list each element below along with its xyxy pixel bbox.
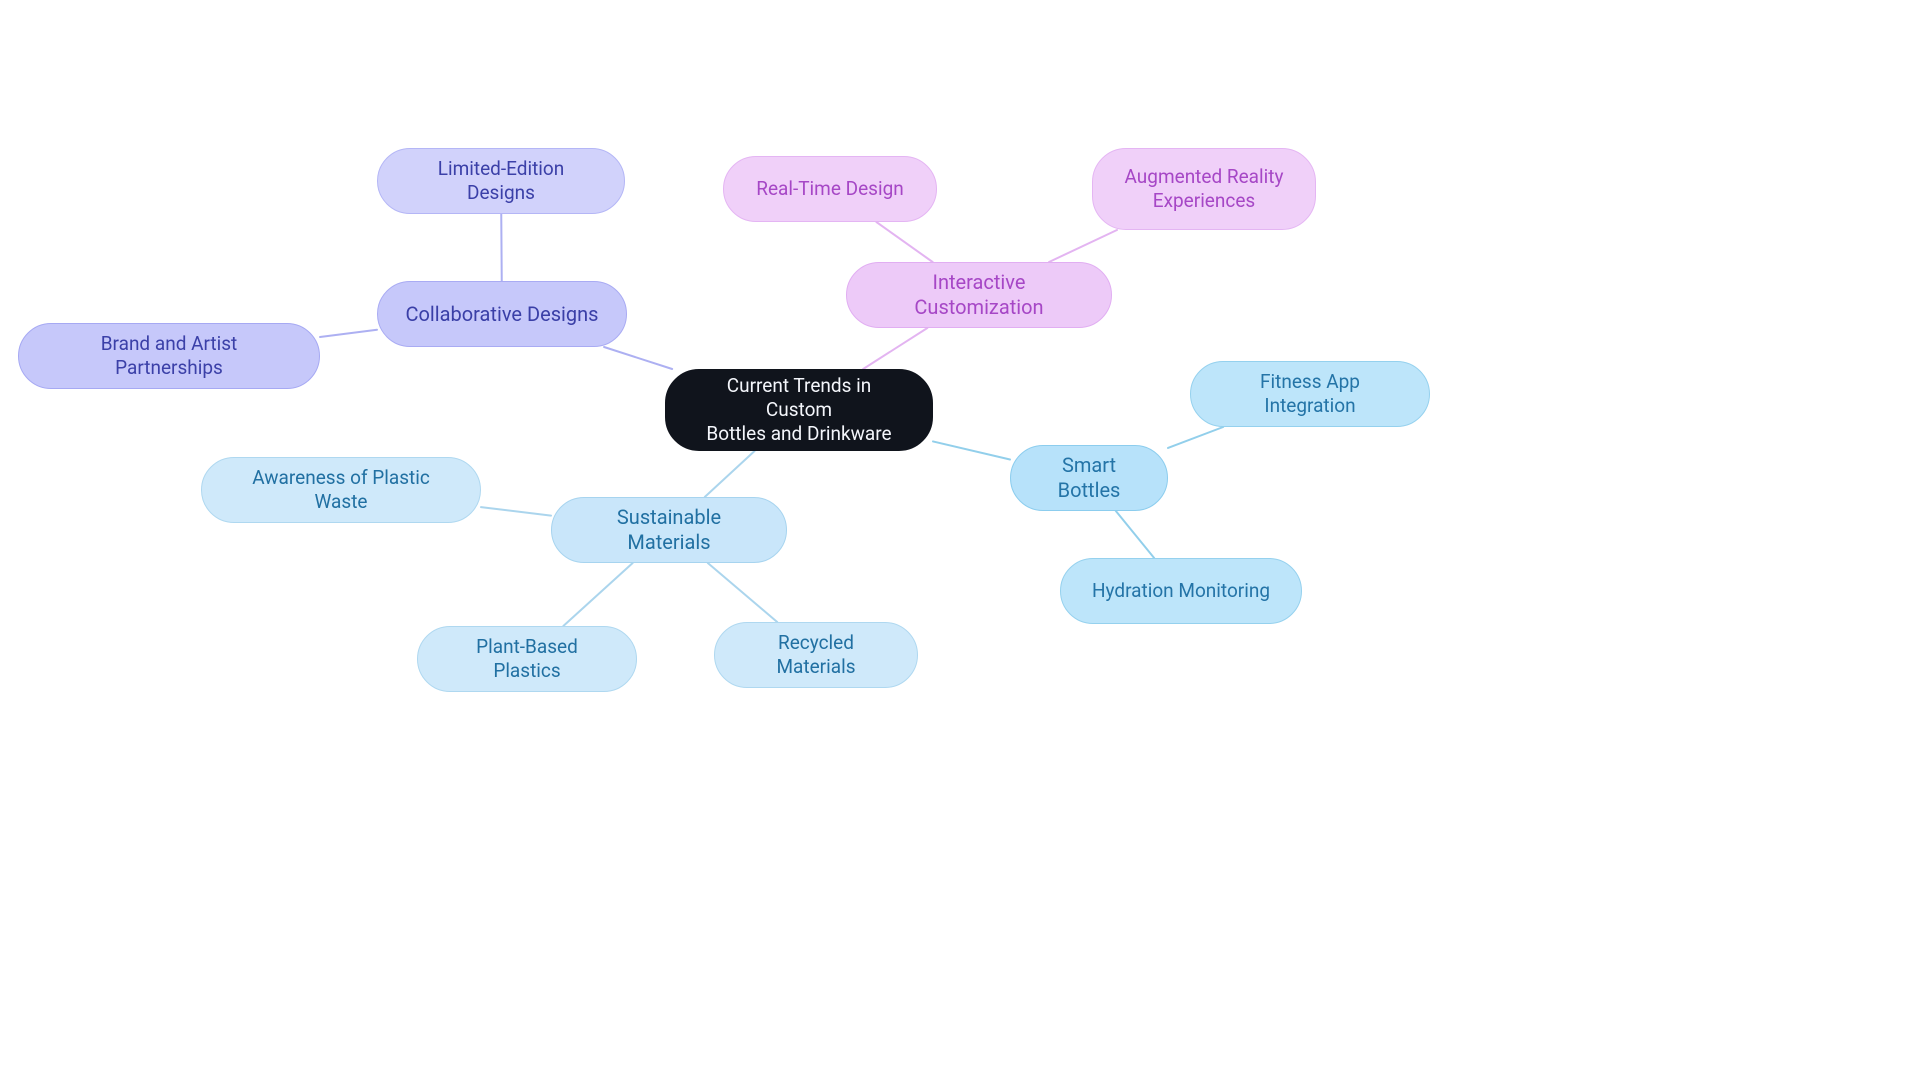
node-center: Current Trends in Custom Bottles and Dri… — [665, 369, 933, 451]
node-plant: Plant-Based Plastics — [417, 626, 637, 692]
mindmap-canvas: Current Trends in Custom Bottles and Dri… — [0, 0, 1920, 1083]
edge — [604, 347, 672, 369]
node-label: Brand and Artist Partnerships — [45, 332, 293, 380]
node-label: Smart Bottles — [1037, 453, 1141, 503]
edge — [563, 563, 632, 626]
node-label: Limited-Edition Designs — [404, 157, 598, 205]
edges-layer — [0, 0, 1920, 1083]
edge — [1168, 427, 1223, 448]
node-awareness: Awareness of Plastic Waste — [201, 457, 481, 523]
edge — [1116, 511, 1154, 558]
node-smart: Smart Bottles — [1010, 445, 1168, 511]
node-label: Sustainable Materials — [578, 505, 760, 555]
node-realtime: Real-Time Design — [723, 156, 937, 222]
node-interactive: Interactive Customization — [846, 262, 1112, 328]
edge — [933, 441, 1010, 459]
node-recycled: Recycled Materials — [714, 622, 918, 688]
node-hydration: Hydration Monitoring — [1060, 558, 1302, 624]
edge — [863, 328, 927, 369]
node-label: Augmented Reality Experiences — [1125, 165, 1284, 213]
edge — [501, 214, 502, 281]
node-label: Collaborative Designs — [406, 302, 599, 327]
node-collab: Collaborative Designs — [377, 281, 627, 347]
node-label: Fitness App Integration — [1217, 370, 1403, 418]
node-label: Awareness of Plastic Waste — [228, 466, 454, 514]
node-label: Plant-Based Plastics — [444, 635, 610, 683]
node-label: Interactive Customization — [873, 270, 1085, 320]
node-label: Recycled Materials — [741, 631, 891, 679]
node-sustain: Sustainable Materials — [551, 497, 787, 563]
edge — [876, 222, 932, 262]
edge — [708, 563, 777, 622]
node-fitness: Fitness App Integration — [1190, 361, 1430, 427]
node-label: Current Trends in Custom Bottles and Dri… — [692, 374, 906, 445]
edge — [1049, 230, 1117, 262]
node-label: Hydration Monitoring — [1092, 579, 1270, 603]
edge — [320, 330, 377, 337]
edge — [705, 451, 755, 497]
node-label: Real-Time Design — [756, 177, 904, 201]
node-ar: Augmented Reality Experiences — [1092, 148, 1316, 230]
node-brandartist: Brand and Artist Partnerships — [18, 323, 320, 389]
edge — [481, 507, 551, 516]
node-limited: Limited-Edition Designs — [377, 148, 625, 214]
